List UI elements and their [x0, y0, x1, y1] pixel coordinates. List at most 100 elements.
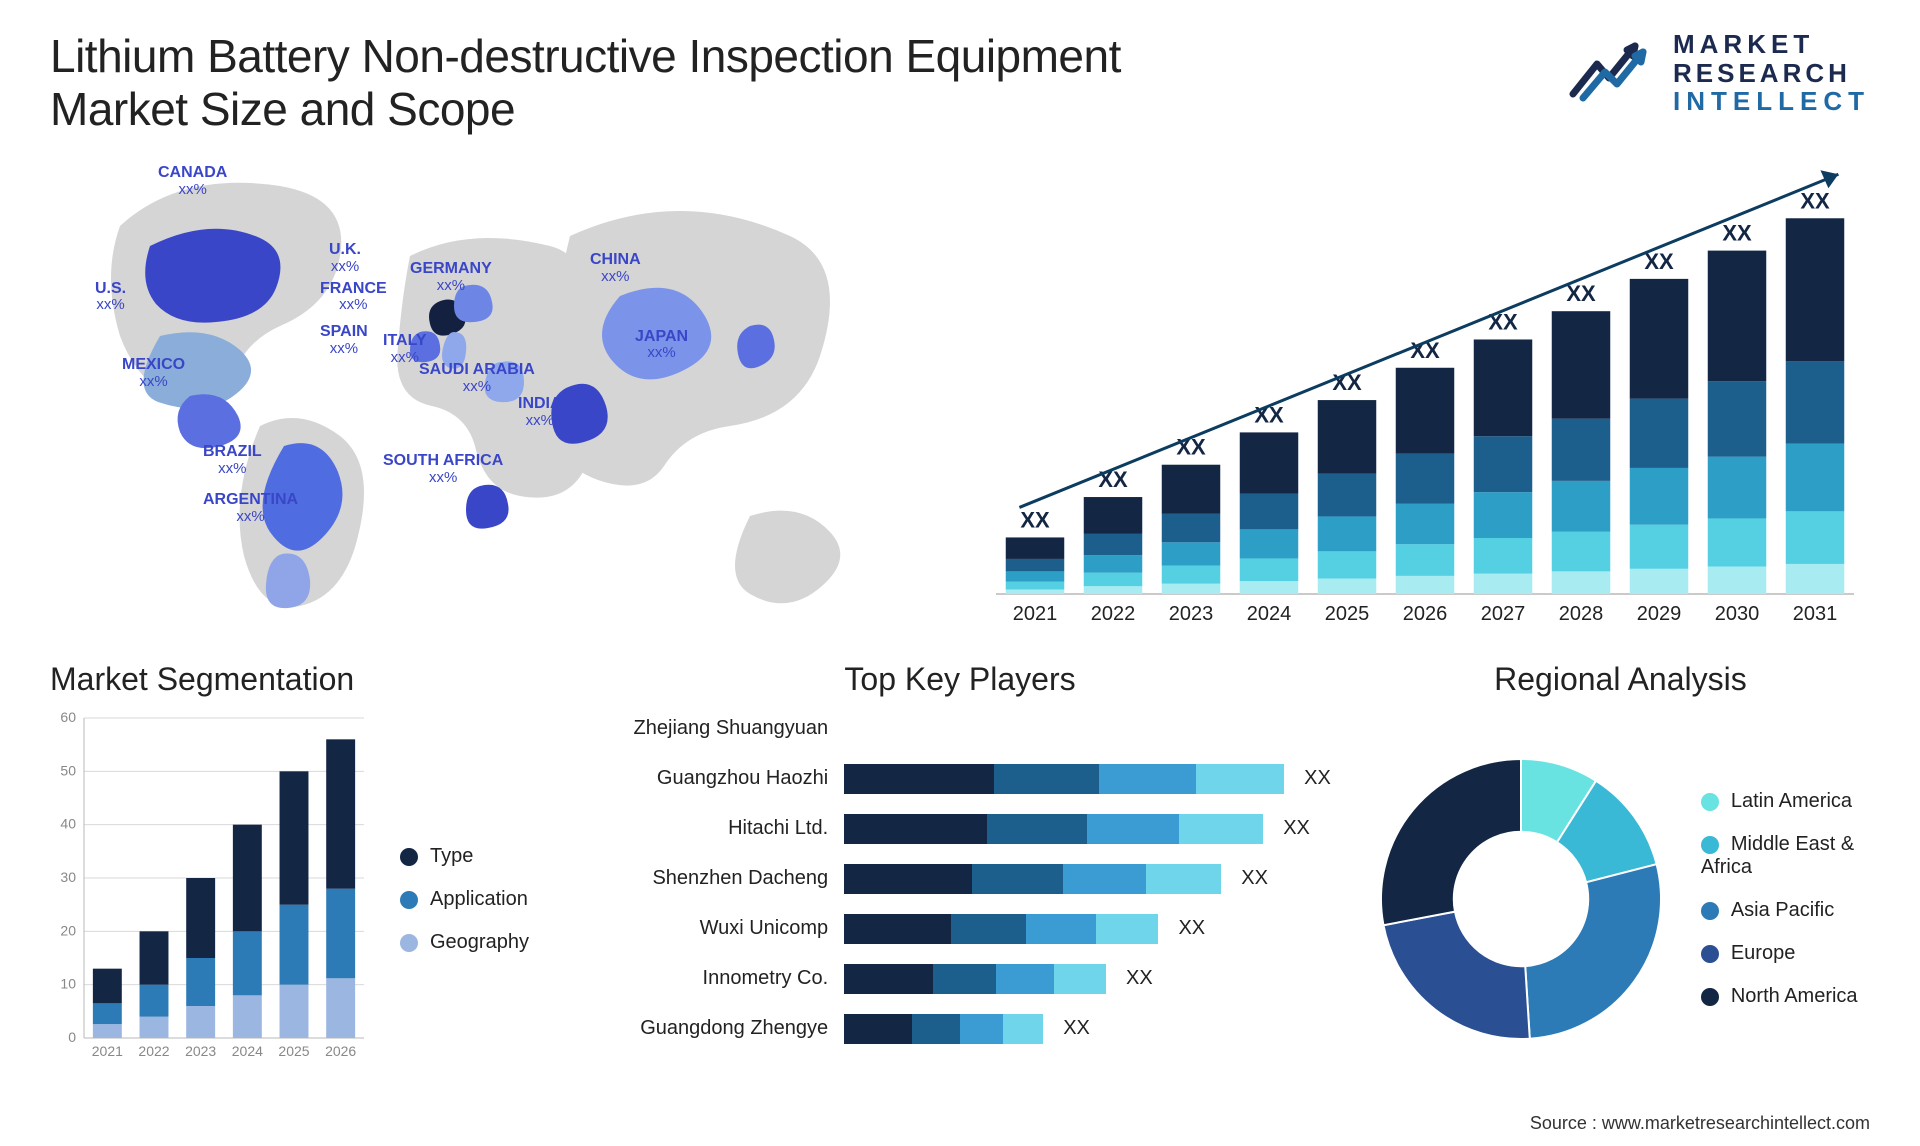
player-bar-seg [960, 1014, 1004, 1044]
legend-label: North America [1731, 985, 1858, 1007]
svg-text:XX: XX [1800, 188, 1830, 213]
player-row: Innometry Co. XX [594, 958, 1331, 1000]
map-label: BRAZILxx% [203, 444, 262, 477]
svg-text:10: 10 [60, 975, 76, 991]
player-bar-seg [987, 814, 1088, 844]
player-value: XX [1283, 817, 1310, 840]
legend-label: Application [430, 888, 528, 910]
player-bar [844, 864, 1221, 894]
player-row: Guangzhou Haozhi XX [594, 758, 1331, 800]
player-bar-seg [844, 864, 972, 894]
player-bar-seg [844, 964, 933, 994]
map-label: CHINAxx% [590, 252, 641, 285]
player-bar [844, 764, 1284, 794]
svg-text:2022: 2022 [1091, 603, 1136, 625]
logo-line3: INTELLECT [1673, 87, 1870, 116]
player-bar-seg [951, 914, 1026, 944]
player-row: Shenzhen Dacheng XX [594, 858, 1331, 900]
growth-chart-svg: XX2021XX2022XX2023XX2024XX2025XX2026XX20… [990, 166, 1860, 636]
world-map-svg [50, 156, 950, 636]
player-name: Guangdong Zhengye [594, 1017, 834, 1040]
svg-text:2025: 2025 [1325, 603, 1370, 625]
svg-text:2023: 2023 [1169, 603, 1214, 625]
player-row: Guangdong Zhengye XX [594, 1008, 1331, 1050]
player-value: XX [1178, 917, 1205, 940]
player-bar-seg [996, 964, 1054, 994]
svg-text:2024: 2024 [1247, 603, 1292, 625]
player-bar-seg [844, 1014, 912, 1044]
player-bar-seg [1146, 864, 1221, 894]
legend-item: Geography [400, 931, 529, 954]
player-row: Hitachi Ltd. XX [594, 808, 1331, 850]
player-name: Guangzhou Haozhi [594, 767, 834, 790]
map-label: ARGENTINAxx% [203, 492, 298, 525]
map-label: MEXICOxx% [122, 357, 185, 390]
logo-line2: RESEARCH [1673, 59, 1870, 88]
svg-text:2025: 2025 [278, 1043, 309, 1059]
players-panel: Top Key Players Zhejiang Shuangyuan Guang… [589, 661, 1331, 1091]
player-bar-seg [912, 1014, 960, 1044]
legend-swatch [1701, 945, 1719, 963]
legend-label: Geography [430, 931, 529, 953]
svg-text:2028: 2028 [1559, 603, 1604, 625]
page-title: Lithium Battery Non-destructive Inspecti… [50, 30, 1250, 136]
region-donut [1371, 749, 1671, 1049]
segmentation-legend: Type Application Geography [400, 708, 529, 1091]
players-body: Zhejiang ShuangyuanGuangzhou HaozhiXXHit… [589, 708, 1331, 1050]
svg-text:2021: 2021 [1013, 603, 1058, 625]
map-label: U.S.xx% [95, 281, 126, 314]
player-bar [844, 1014, 1043, 1044]
region-panel: Regional Analysis Latin America Middle Ea… [1371, 661, 1870, 1091]
svg-text:XX: XX [1566, 281, 1596, 306]
svg-text:2030: 2030 [1715, 603, 1760, 625]
player-bar-seg [933, 964, 996, 994]
legend-item: Latin America [1701, 790, 1870, 813]
legend-item: Middle East & Africa [1701, 833, 1870, 879]
player-row: Wuxi UnicompXX [594, 908, 1331, 950]
player-bar-seg [1026, 914, 1095, 944]
segmentation-panel: Market Segmentation 01020304050602021202… [50, 661, 549, 1091]
map-label: GERMANYxx% [410, 261, 492, 294]
logo-line1: MARKET [1673, 30, 1870, 59]
player-bar-seg [1196, 764, 1284, 794]
player-bar-seg [1063, 864, 1146, 894]
legend-label: Asia Pacific [1731, 899, 1834, 921]
legend-item: Asia Pacific [1701, 899, 1870, 922]
player-bar-seg [1003, 1014, 1043, 1044]
region-title: Regional Analysis [1371, 661, 1870, 698]
player-value: XX [1241, 867, 1268, 890]
player-value: XX [1304, 767, 1331, 790]
player-bar [844, 964, 1106, 994]
map-label: INDIAxx% [518, 396, 562, 429]
world-map: CANADAxx%U.S.xx%MEXICOxx%BRAZILxx%ARGENT… [50, 156, 950, 636]
svg-text:2026: 2026 [325, 1043, 356, 1059]
svg-text:XX: XX [1488, 309, 1518, 334]
svg-text:50: 50 [60, 762, 76, 778]
player-name: Shenzhen Dacheng [594, 867, 834, 890]
player-name: Innometry Co. [594, 967, 834, 990]
player-bar-seg [1099, 764, 1196, 794]
legend-label: Type [430, 845, 473, 867]
player-bar-seg [1179, 814, 1263, 844]
legend-item: Type [400, 845, 529, 868]
player-name: Hitachi Ltd. [594, 817, 834, 840]
map-label: SPAINxx% [320, 324, 368, 357]
svg-text:0: 0 [68, 1029, 76, 1045]
players-title: Top Key Players [589, 661, 1331, 698]
svg-text:2021: 2021 [92, 1043, 123, 1059]
legend-swatch [1701, 793, 1719, 811]
svg-text:2031: 2031 [1793, 603, 1838, 625]
legend-label: Middle East & Africa [1701, 833, 1854, 878]
svg-text:2029: 2029 [1637, 603, 1682, 625]
source-label: Source : www.marketresearchintellect.com [1530, 1113, 1870, 1134]
svg-text:2026: 2026 [1403, 603, 1448, 625]
player-value: XX [1063, 1017, 1090, 1040]
player-value: XX [1126, 967, 1153, 990]
map-label: U.K.xx% [329, 242, 361, 275]
player-bar [844, 914, 1158, 944]
svg-text:40: 40 [60, 815, 76, 831]
player-bar-seg [844, 914, 951, 944]
growth-chart: XX2021XX2022XX2023XX2024XX2025XX2026XX20… [990, 156, 1870, 636]
player-row: Zhejiang Shuangyuan [594, 708, 1331, 750]
legend-label: Europe [1731, 942, 1796, 964]
